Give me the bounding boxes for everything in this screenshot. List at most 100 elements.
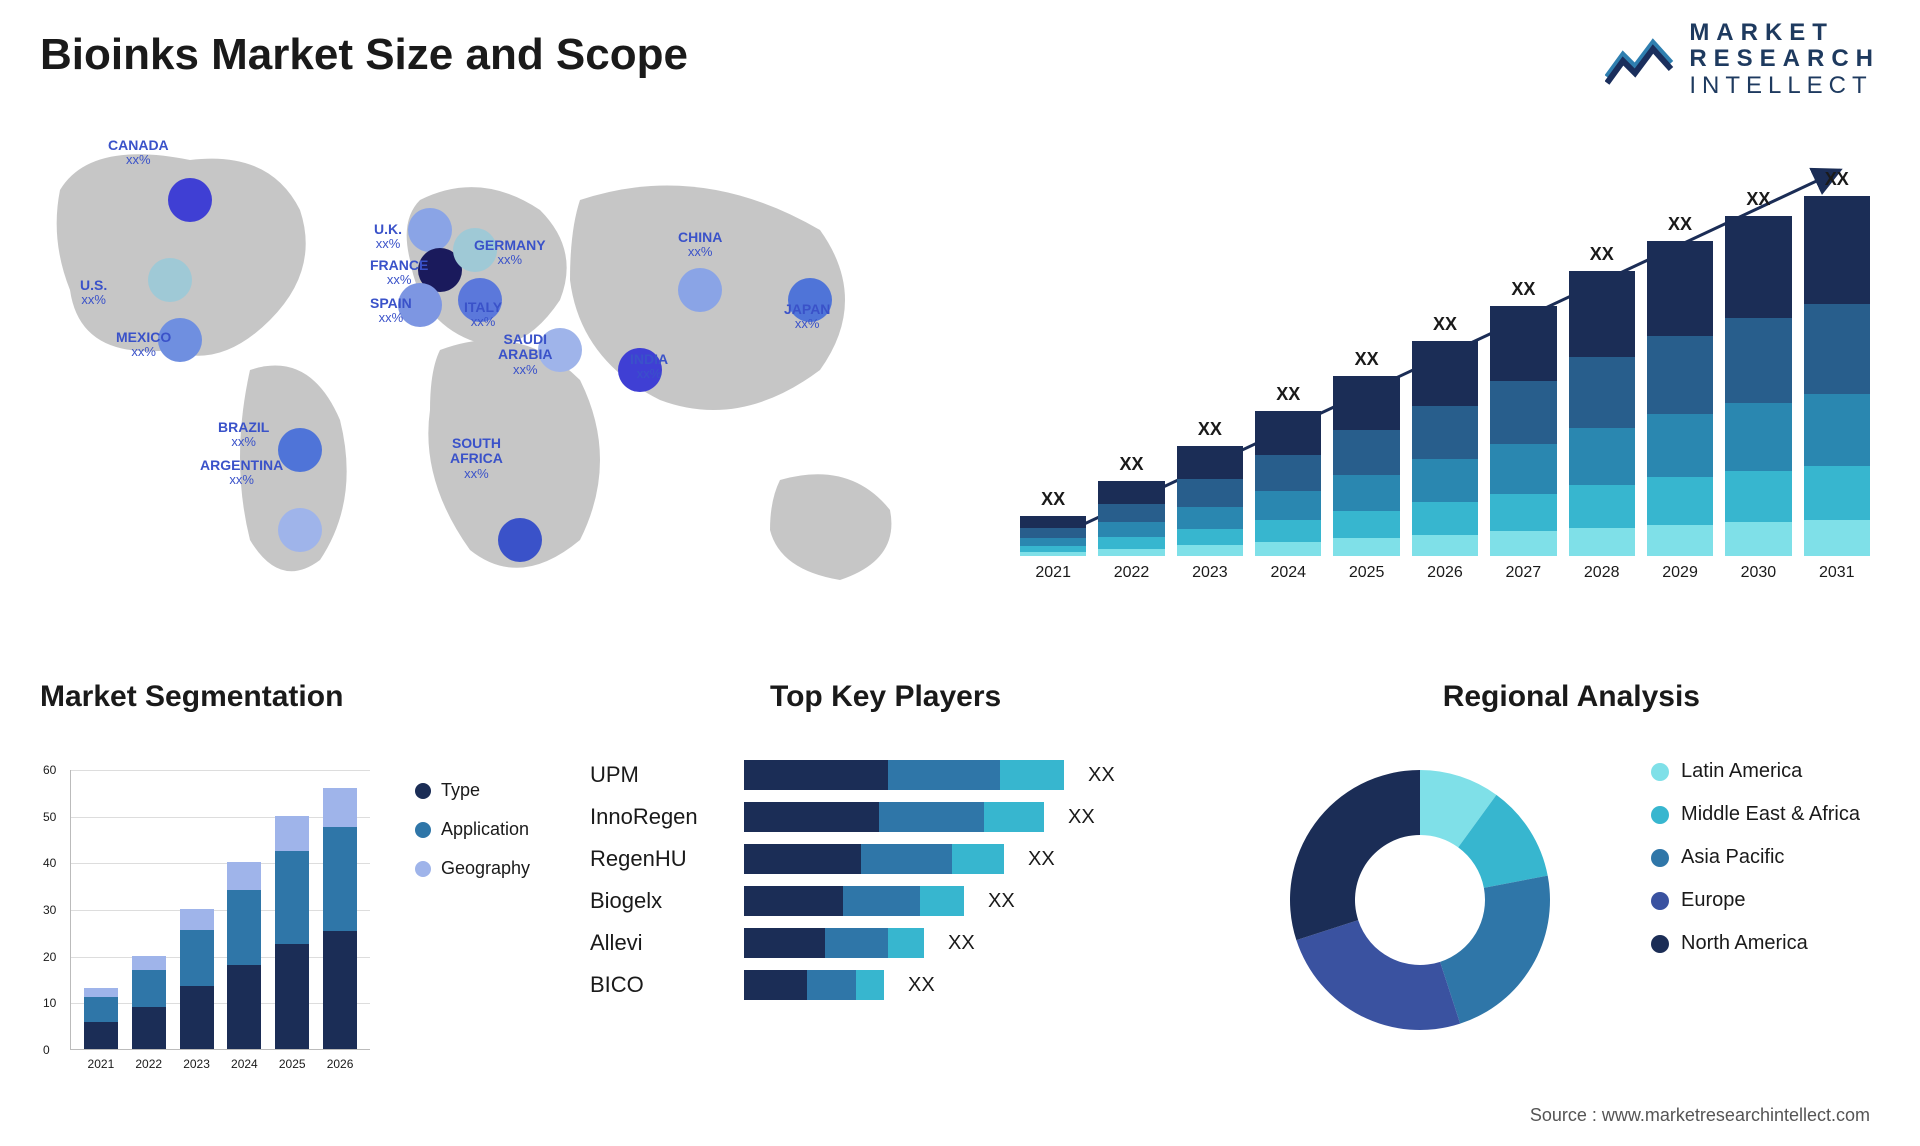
seg-year-label: 2026 — [327, 1057, 354, 1071]
key-player-name: UPM — [590, 762, 730, 788]
forecast-bar-value: XX — [1198, 419, 1222, 440]
brand-line1: MARKET — [1689, 20, 1880, 46]
forecast-bar-value: XX — [1511, 279, 1535, 300]
seg-ytick: 50 — [43, 810, 56, 824]
seg-year-label: 2025 — [279, 1057, 306, 1071]
forecast-year-label: 2025 — [1349, 564, 1385, 582]
key-player-row: UPM XX — [590, 760, 1230, 790]
seg-ytick: 40 — [43, 856, 56, 870]
key-player-name: InnoRegen — [590, 804, 730, 830]
regional-chart: Latin America Middle East & Africa Asia Pa… — [1240, 720, 1860, 1080]
forecast-bar: XX 2029 — [1647, 214, 1713, 582]
key-player-row: Allevi XX — [590, 928, 1230, 958]
region-legend-item: Middle East & Africa — [1651, 803, 1860, 826]
key-player-value: XX — [1028, 848, 1055, 871]
seg-ytick: 10 — [43, 996, 56, 1010]
map-label: GERMANYxx% — [474, 238, 546, 268]
seg-bar — [323, 788, 357, 1049]
seg-bar — [132, 956, 166, 1049]
forecast-bar-value: XX — [1120, 454, 1144, 475]
forecast-year-label: 2030 — [1741, 564, 1777, 582]
world-map-icon — [20, 120, 920, 630]
key-players-chart: UPMXXInnoRegenXXRegenHUXXBiogelxXXAllevi… — [590, 720, 1230, 1080]
seg-ytick: 0 — [43, 1043, 50, 1057]
page-title: Bioinks Market Size and Scope — [40, 30, 688, 80]
forecast-bar-value: XX — [1825, 169, 1849, 190]
forecast-bar-value: XX — [1668, 214, 1692, 235]
key-player-value: XX — [1088, 764, 1115, 787]
forecast-bar: XX 2030 — [1725, 189, 1791, 582]
forecast-bar: XX 2025 — [1333, 349, 1399, 582]
map-label: JAPANxx% — [784, 302, 830, 332]
key-player-name: Allevi — [590, 930, 730, 956]
brand-logo: MARKET RESEARCH INTELLECT — [1605, 20, 1880, 99]
forecast-bar: XX 2024 — [1255, 384, 1321, 582]
seg-bar — [227, 862, 261, 1049]
map-label: U.K.xx% — [374, 222, 402, 252]
forecast-year-label: 2021 — [1035, 564, 1071, 582]
map-label: CANADAxx% — [108, 138, 169, 168]
forecast-year-label: 2026 — [1427, 564, 1463, 582]
forecast-bar: XX 2027 — [1490, 279, 1556, 582]
key-players-title: Top Key Players — [770, 680, 1001, 714]
forecast-year-label: 2031 — [1819, 564, 1855, 582]
seg-bar — [84, 988, 118, 1049]
forecast-year-label: 2029 — [1662, 564, 1698, 582]
region-legend-item: Latin America — [1651, 760, 1860, 783]
seg-year-label: 2022 — [135, 1057, 162, 1071]
key-player-value: XX — [908, 974, 935, 997]
map-label: SAUDIARABIAxx% — [498, 332, 552, 377]
seg-year-label: 2021 — [88, 1057, 115, 1071]
key-player-name: RegenHU — [590, 846, 730, 872]
seg-ytick: 30 — [43, 903, 56, 917]
map-label: MEXICOxx% — [116, 330, 171, 360]
forecast-bar: XX 2031 — [1804, 169, 1870, 582]
seg-legend-item: Type — [415, 780, 530, 801]
forecast-bar-value: XX — [1746, 189, 1770, 210]
key-player-row: RegenHU XX — [590, 844, 1230, 874]
map-label: U.S.xx% — [80, 278, 107, 308]
seg-legend-item: Application — [415, 819, 530, 840]
forecast-bar-value: XX — [1433, 314, 1457, 335]
map-label: ARGENTINAxx% — [200, 458, 283, 488]
segmentation-chart: 10 20 30 40 50 60 0 2021 2022 2023 2024 2025 2026 Ty… — [30, 720, 550, 1080]
forecast-year-label: 2023 — [1192, 564, 1228, 582]
map-label: SPAINxx% — [370, 296, 412, 326]
key-player-value: XX — [988, 890, 1015, 913]
forecast-year-label: 2022 — [1114, 564, 1150, 582]
seg-legend-item: Geography — [415, 858, 530, 879]
forecast-bar-value: XX — [1276, 384, 1300, 405]
brand-mark-icon — [1605, 33, 1675, 87]
map-label: ITALYxx% — [464, 300, 502, 330]
seg-bar — [275, 816, 309, 1049]
donut-chart-icon — [1280, 760, 1560, 1040]
map-label: SOUTHAFRICAxx% — [450, 436, 503, 481]
brand-line2: RESEARCH — [1689, 46, 1880, 72]
seg-year-label: 2024 — [231, 1057, 258, 1071]
key-player-row: BICO XX — [590, 970, 1230, 1000]
seg-ytick: 60 — [43, 763, 56, 777]
region-legend-item: Asia Pacific — [1651, 846, 1860, 869]
forecast-year-label: 2027 — [1506, 564, 1542, 582]
forecast-bar: XX 2022 — [1098, 454, 1164, 582]
region-legend-item: Europe — [1651, 889, 1860, 912]
key-player-value: XX — [948, 932, 975, 955]
key-player-name: BICO — [590, 972, 730, 998]
forecast-year-label: 2028 — [1584, 564, 1620, 582]
source-text: Source : www.marketresearchintellect.com — [1530, 1105, 1870, 1126]
segmentation-title: Market Segmentation — [40, 680, 343, 714]
key-player-value: XX — [1068, 806, 1095, 829]
region-legend-item: North America — [1651, 932, 1860, 955]
seg-year-label: 2023 — [183, 1057, 210, 1071]
forecast-bar: XX 2026 — [1412, 314, 1478, 582]
seg-ytick: 20 — [43, 950, 56, 964]
forecast-chart: XX 2021 XX 2022 XX 2023 XX 2024 XX 2025 XX 2026 XX 20… — [1020, 140, 1870, 610]
key-player-name: Biogelx — [590, 888, 730, 914]
seg-bar — [180, 909, 214, 1049]
key-player-row: InnoRegen XX — [590, 802, 1230, 832]
map-label: BRAZILxx% — [218, 420, 269, 450]
regional-title: Regional Analysis — [1443, 680, 1700, 714]
forecast-bar-value: XX — [1590, 244, 1614, 265]
forecast-bar-value: XX — [1355, 349, 1379, 370]
forecast-year-label: 2024 — [1270, 564, 1306, 582]
